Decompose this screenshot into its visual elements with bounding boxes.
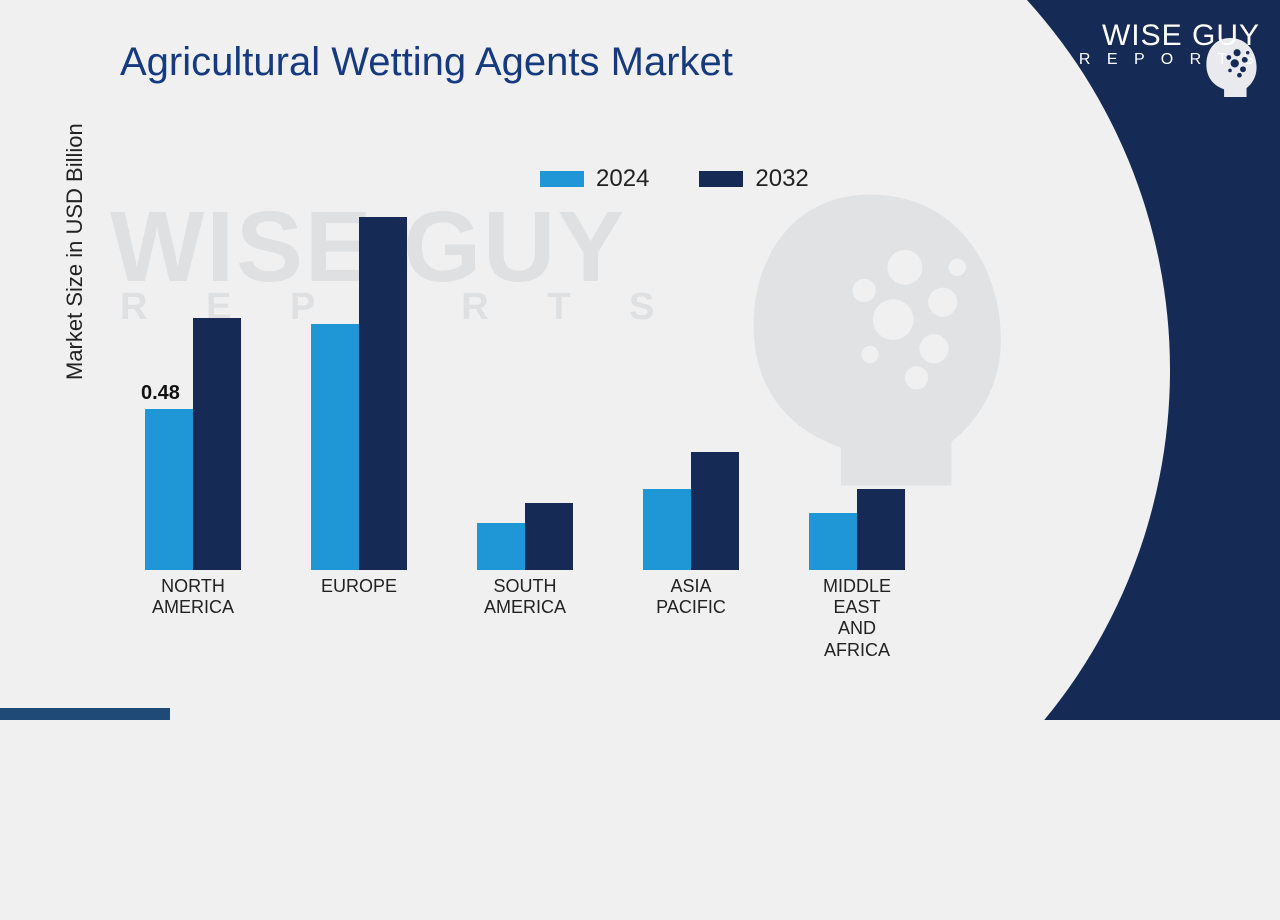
brand-head-icon	[1200, 35, 1260, 100]
x-axis-label: EUROPE	[276, 576, 442, 597]
bar-2032	[525, 503, 573, 570]
x-axis-label: SOUTHAMERICA	[442, 576, 608, 618]
bar-2032	[193, 318, 241, 570]
bar-value-label: 0.48	[141, 382, 180, 405]
legend-swatch-2024	[540, 171, 584, 187]
y-axis-label: Market Size in USD Billion	[62, 123, 88, 380]
bar-2024	[643, 489, 691, 570]
bar-2032	[691, 452, 739, 570]
chart-area: NORTHAMERICAEUROPESOUTHAMERICAASIAPACIFI…	[110, 200, 940, 570]
x-axis-label: MIDDLEEASTANDAFRICA	[774, 576, 940, 661]
chart-title: Agricultural Wetting Agents Market	[120, 40, 733, 85]
x-axis-label: ASIAPACIFIC	[608, 576, 774, 618]
legend-label-2032: 2032	[755, 165, 808, 193]
legend-swatch-2032	[699, 171, 743, 187]
legend: 2024 2032	[540, 165, 809, 193]
legend-item-2024: 2024	[540, 165, 649, 193]
bar-2024	[145, 409, 193, 570]
bar-2024	[311, 324, 359, 570]
bar-2032	[857, 489, 905, 570]
x-axis-label: NORTHAMERICA	[110, 576, 276, 618]
bar-group	[442, 503, 608, 570]
bar-2024	[477, 523, 525, 570]
legend-item-2032: 2032	[699, 165, 808, 193]
bar-group	[608, 452, 774, 570]
legend-label-2024: 2024	[596, 165, 649, 193]
bar-2024	[809, 513, 857, 570]
footer-accent-bar	[0, 708, 170, 720]
bar-group	[110, 318, 276, 570]
bar-2032	[359, 217, 407, 570]
bar-group	[774, 489, 940, 570]
plot-area: NORTHAMERICAEUROPESOUTHAMERICAASIAPACIFI…	[110, 200, 940, 570]
page-root: WISE GUY R E P O R T S WISE GUY R E P O …	[0, 0, 1280, 720]
bar-group	[276, 217, 442, 570]
